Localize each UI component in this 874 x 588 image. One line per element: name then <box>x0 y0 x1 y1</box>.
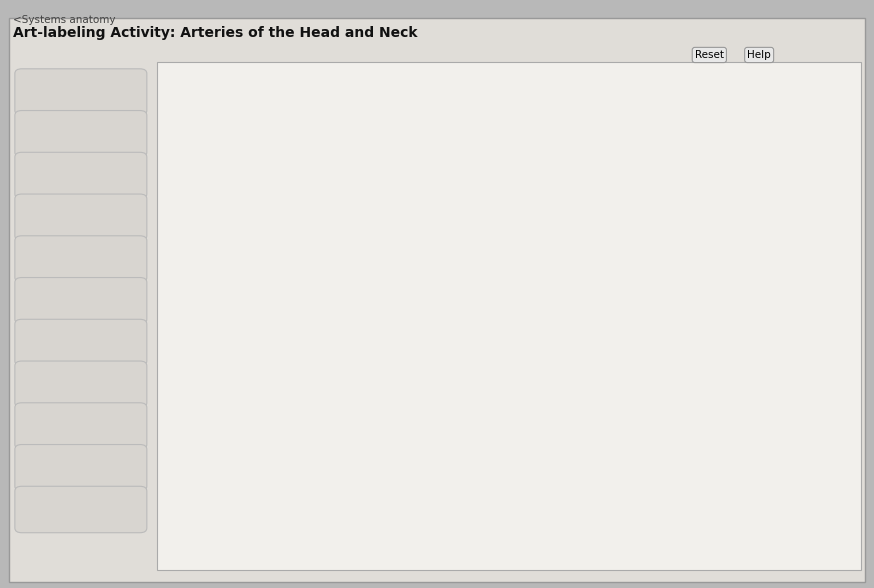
Text: Art-labeling Activity: Arteries of the Head and Neck: Art-labeling Activity: Arteries of the H… <box>13 26 418 41</box>
Ellipse shape <box>498 218 543 238</box>
Ellipse shape <box>333 474 597 574</box>
FancyBboxPatch shape <box>461 407 503 429</box>
Ellipse shape <box>451 195 590 336</box>
Text: Anterior cerebral
artery: Anterior cerebral artery <box>313 173 394 192</box>
Text: Facial artery: Facial artery <box>675 399 734 408</box>
FancyBboxPatch shape <box>461 480 503 502</box>
Text: Posterior auricular
artery: Posterior auricular artery <box>661 270 748 290</box>
Text: Internal carotid
artery: Internal carotid artery <box>317 326 390 345</box>
FancyBboxPatch shape <box>461 504 503 526</box>
Text: Occipital artery: Occipital artery <box>668 341 741 350</box>
Text: Reset: Reset <box>695 50 724 60</box>
FancyBboxPatch shape <box>430 300 541 472</box>
FancyBboxPatch shape <box>461 455 503 477</box>
Ellipse shape <box>379 119 585 300</box>
Text: Lingual artery: Lingual artery <box>671 447 738 456</box>
Text: Maxillary artery: Maxillary artery <box>667 220 742 230</box>
FancyBboxPatch shape <box>461 431 503 453</box>
FancyBboxPatch shape <box>472 243 590 318</box>
Bar <box>489 288 565 313</box>
Text: Help: Help <box>747 50 771 60</box>
Text: External carotid
artery: External carotid artery <box>667 497 742 516</box>
Text: Vertebral arteries: Vertebral arteries <box>312 407 396 416</box>
FancyBboxPatch shape <box>461 310 503 333</box>
FancyBboxPatch shape <box>461 359 503 381</box>
FancyBboxPatch shape <box>461 383 503 405</box>
Text: Ophthalmic artery: Ophthalmic artery <box>310 230 397 240</box>
Text: Superficial
temporal artery: Superficial temporal artery <box>316 276 392 295</box>
Text: <Systems anatomy: <Systems anatomy <box>13 15 115 25</box>
FancyBboxPatch shape <box>461 335 503 357</box>
Text: Middle cerebral
artery: Middle cerebral artery <box>550 153 623 172</box>
